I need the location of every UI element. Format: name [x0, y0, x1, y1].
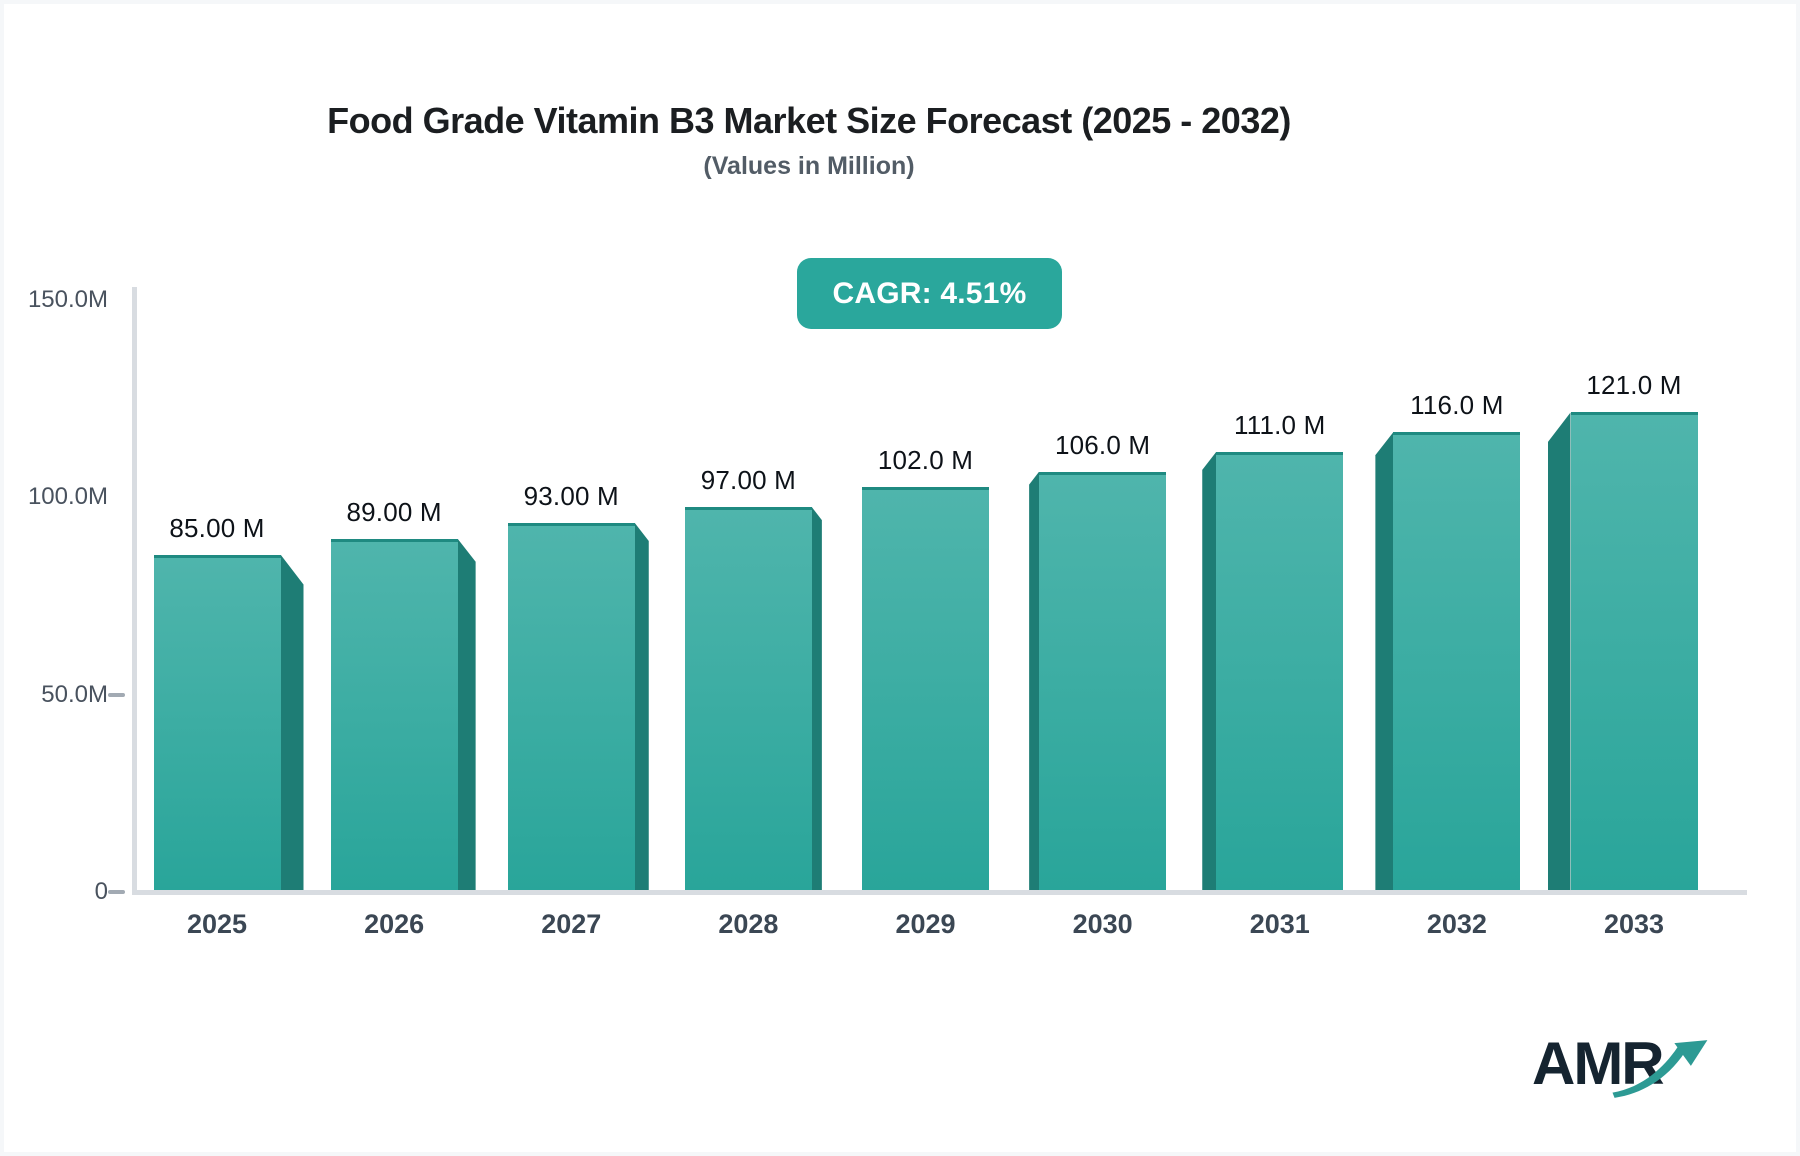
bar-value-label: 93.00 M	[523, 480, 619, 511]
bar-2030	[1039, 471, 1167, 890]
bar-side-2027	[634, 522, 649, 890]
x-tick-label: 2032	[1426, 909, 1487, 939]
bar-2028	[684, 507, 812, 890]
x-tick-label: 2029	[895, 909, 956, 939]
bar-2027	[507, 522, 635, 890]
bar-side-2033	[1547, 412, 1571, 890]
amr-logo: AMR	[1532, 1034, 1712, 1114]
x-tick-label: 2031	[1249, 909, 1310, 939]
bar-2033	[1570, 412, 1698, 890]
bar-value-label: 97.00 M	[700, 465, 797, 496]
x-axis-line	[132, 890, 1747, 895]
chart-title: Food Grade Vitamin B3 Market Size Foreca…	[327, 100, 1291, 141]
x-tick-label: 2028	[718, 909, 779, 939]
bar-side-2025	[280, 554, 304, 890]
y-tick-label: 150.0M	[27, 286, 108, 313]
bar-value-label: 111.0 M	[1234, 409, 1326, 440]
y-tick-label: 50.0M	[41, 680, 108, 708]
y-tick-mark	[108, 692, 125, 697]
x-tick-label: 2025	[186, 909, 248, 939]
y-tick-label: 100.0M	[27, 483, 108, 511]
y-tick-mark	[108, 890, 125, 894]
y-tick-label: 0	[94, 878, 108, 905]
bar-side-2030	[1029, 471, 1040, 890]
bar-2032	[1393, 432, 1521, 890]
bar-value-label: 85.00 M	[169, 512, 265, 543]
bar-side-2031	[1202, 451, 1217, 890]
x-tick-label: 2033	[1603, 909, 1665, 939]
bar-value-label: 116.0 M	[1410, 390, 1504, 421]
chart-subtitle: (Values in Million)	[703, 152, 915, 180]
amr-logo-arrow-icon	[1612, 1040, 1708, 1098]
bar-2025	[153, 554, 281, 890]
bar-side-2032	[1375, 432, 1394, 890]
chart-card: Food Grade Vitamin B3 Market Size Foreca…	[4, 4, 1796, 1152]
cagr-badge: CAGR: 4.51%	[797, 258, 1062, 329]
bar-value-label: 102.0 M	[877, 445, 974, 476]
x-tick-label: 2027	[541, 909, 602, 939]
x-tick-label: 2026	[364, 909, 425, 939]
bar-2031	[1216, 451, 1344, 890]
bar-2029	[862, 487, 989, 890]
bar-side-2026	[457, 538, 476, 890]
bar-side-2028	[811, 507, 822, 890]
bar-value-label: 121.0 M	[1586, 370, 1682, 401]
y-axis-line	[132, 287, 137, 895]
x-tick-label: 2030	[1072, 909, 1133, 939]
bar-value-label: 106.0 M	[1054, 429, 1151, 460]
bar-2026	[330, 538, 458, 890]
bar-value-label: 89.00 M	[346, 496, 442, 527]
